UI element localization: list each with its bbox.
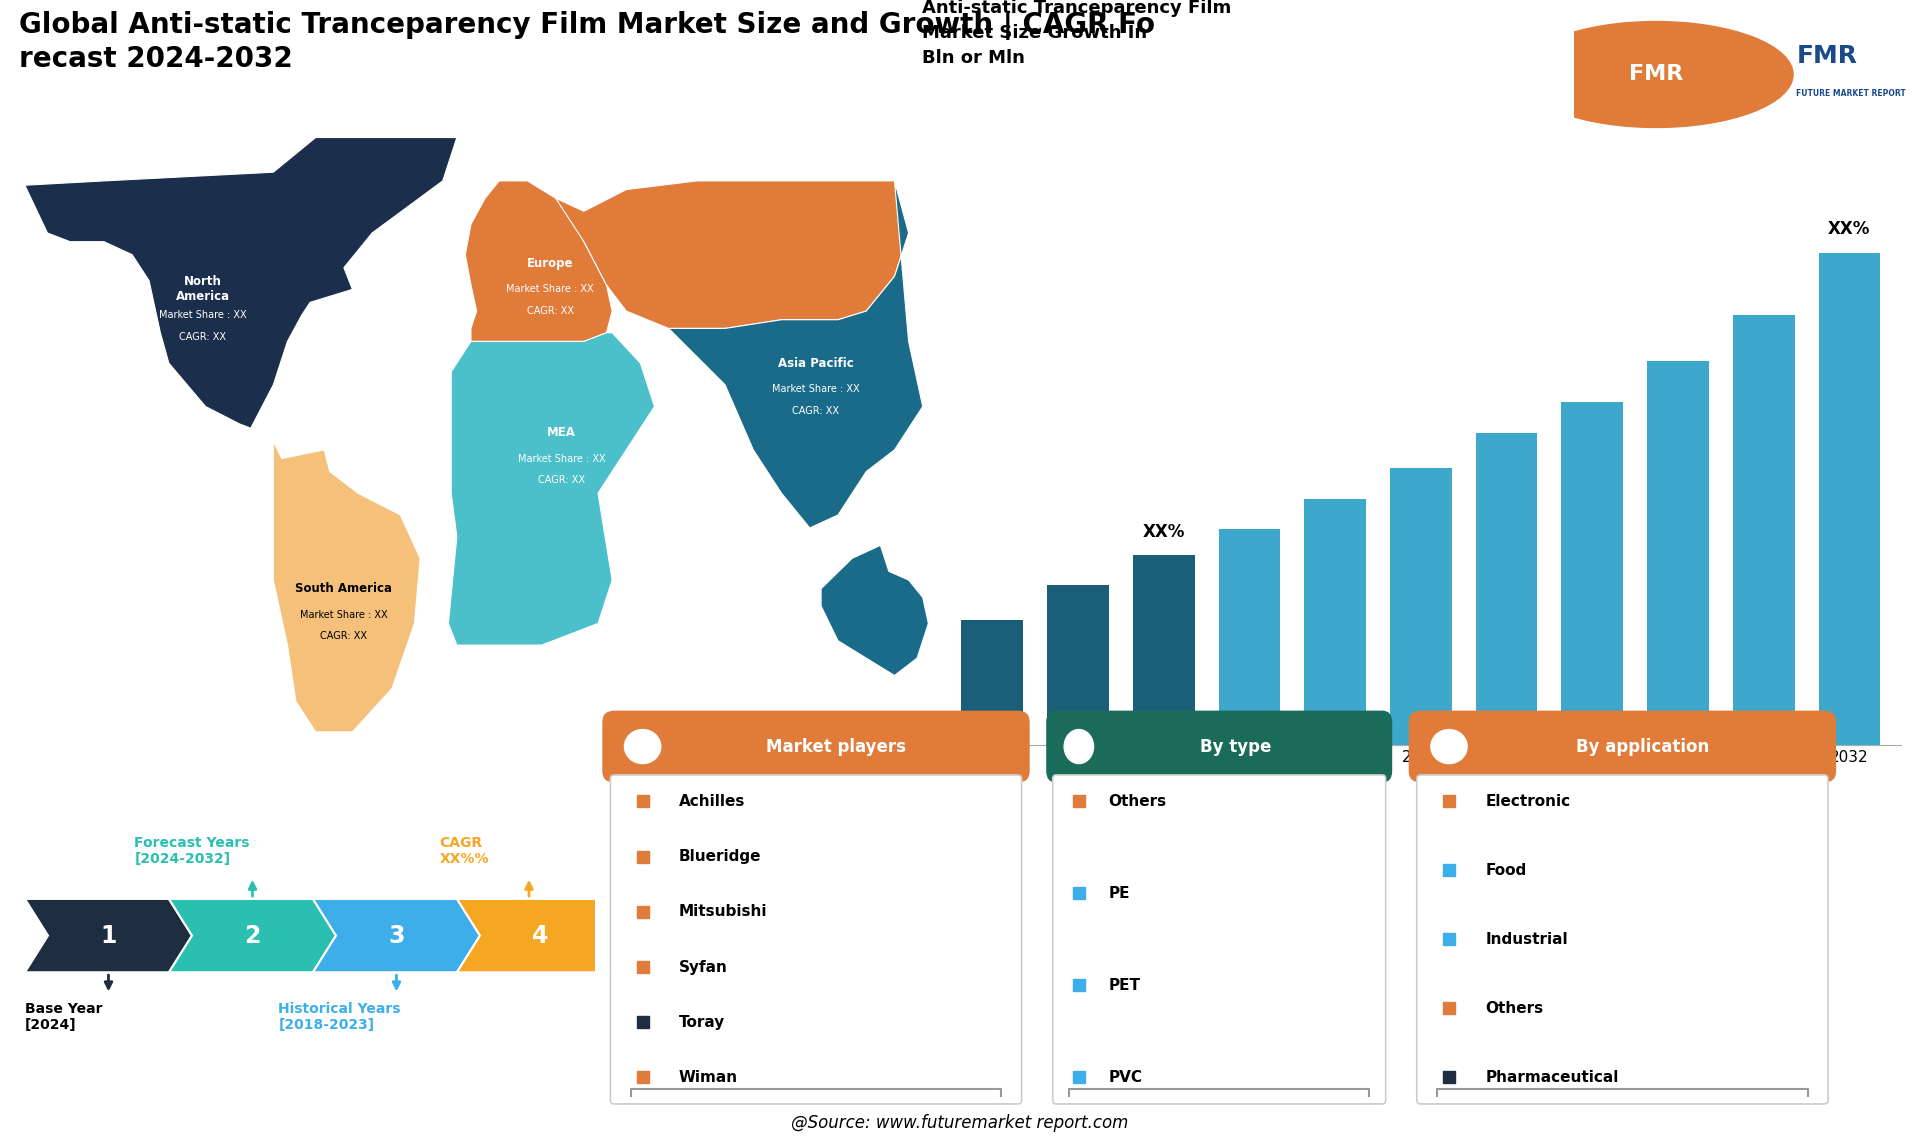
Text: CAGR: XX: CAGR: XX [179, 332, 227, 343]
Text: By type: By type [1200, 738, 1271, 755]
Text: MEA: MEA [547, 426, 576, 439]
Text: Market Share : XX: Market Share : XX [772, 384, 860, 394]
Circle shape [1519, 22, 1793, 127]
Bar [1304, 500, 1365, 745]
Text: 1: 1 [100, 924, 117, 948]
Polygon shape [457, 898, 601, 972]
Text: 2: 2 [244, 924, 261, 948]
Polygon shape [273, 441, 420, 732]
Text: 4: 4 [532, 924, 549, 948]
Text: Pharmaceutical: Pharmaceutical [1486, 1070, 1619, 1085]
Text: Others: Others [1108, 794, 1165, 809]
Text: Historical Years
[2018-2023]: Historical Years [2018-2023] [278, 1002, 401, 1031]
Text: Mitsubishi: Mitsubishi [680, 904, 768, 919]
Polygon shape [668, 181, 924, 528]
Circle shape [1430, 730, 1467, 763]
FancyBboxPatch shape [611, 775, 1021, 1104]
Text: CAGR
XX%%: CAGR XX%% [440, 835, 490, 866]
Text: XX%: XX% [1828, 220, 1870, 237]
Text: Wiman: Wiman [680, 1070, 737, 1085]
Text: Syfan: Syfan [680, 959, 728, 974]
Bar [1561, 402, 1622, 745]
Bar [1133, 556, 1194, 745]
Polygon shape [822, 545, 929, 675]
FancyBboxPatch shape [1046, 711, 1392, 783]
Bar [1476, 433, 1538, 745]
Text: CAGR: XX: CAGR: XX [526, 306, 574, 316]
Text: Electronic: Electronic [1486, 794, 1571, 809]
Text: Achilles: Achilles [680, 794, 745, 809]
FancyBboxPatch shape [1409, 711, 1836, 783]
Text: Others: Others [1486, 1000, 1544, 1017]
Bar [1390, 469, 1452, 745]
Text: Market Share : XX: Market Share : XX [507, 284, 593, 295]
Text: Industrial: Industrial [1486, 932, 1569, 947]
Text: 3: 3 [388, 924, 405, 948]
Bar [1046, 586, 1110, 745]
Text: Market Share : XX: Market Share : XX [518, 454, 605, 464]
Text: CAGR: XX: CAGR: XX [538, 476, 586, 485]
Text: South America: South America [296, 582, 392, 595]
Bar [1818, 252, 1880, 745]
Text: CAGR: XX: CAGR: XX [321, 631, 367, 642]
Polygon shape [465, 181, 612, 342]
Text: FUTURE MARKET REPORT: FUTURE MARKET REPORT [1797, 89, 1907, 97]
Text: PE: PE [1108, 886, 1129, 901]
FancyBboxPatch shape [1052, 775, 1386, 1104]
Text: Market players: Market players [766, 738, 906, 755]
Bar [1219, 529, 1281, 745]
Text: Base Year
[2024]: Base Year [2024] [25, 1002, 102, 1031]
Text: Market Share : XX: Market Share : XX [159, 311, 246, 321]
Text: FMR: FMR [1797, 44, 1857, 68]
Text: PVC: PVC [1108, 1070, 1142, 1085]
Text: XX%: XX% [1142, 523, 1185, 541]
Text: Forecast Years
[2024-2032]: Forecast Years [2024-2032] [134, 835, 250, 866]
Bar [962, 620, 1023, 745]
Text: CAGR: XX: CAGR: XX [791, 406, 839, 416]
Polygon shape [449, 332, 655, 645]
Circle shape [624, 730, 660, 763]
Polygon shape [169, 898, 336, 972]
Text: Europe: Europe [526, 257, 574, 269]
Text: Global Anti-static Tranceparency Film Market Size and Growth | CAGR Fo
recast 20: Global Anti-static Tranceparency Film Ma… [19, 11, 1156, 73]
Polygon shape [555, 181, 908, 329]
Bar [1734, 315, 1795, 745]
Text: North
America: North America [175, 275, 230, 304]
FancyBboxPatch shape [603, 711, 1029, 783]
Text: PET: PET [1108, 978, 1140, 992]
Polygon shape [25, 138, 457, 429]
Text: Blueridge: Blueridge [680, 849, 762, 864]
Bar [1647, 361, 1709, 745]
Text: FMR: FMR [1628, 64, 1684, 85]
Text: @Source: www.futuremarket report.com: @Source: www.futuremarket report.com [791, 1114, 1129, 1132]
Text: By application: By application [1576, 738, 1709, 755]
Polygon shape [313, 898, 480, 972]
Text: Anti-static Tranceparency Film
Market Size Growth In
Bln or Mln: Anti-static Tranceparency Film Market Si… [922, 0, 1231, 66]
Polygon shape [25, 898, 192, 972]
FancyBboxPatch shape [1417, 775, 1828, 1104]
Text: Toray: Toray [680, 1014, 726, 1030]
Text: Market Share : XX: Market Share : XX [300, 610, 388, 620]
Text: Asia Pacific: Asia Pacific [778, 356, 852, 370]
Circle shape [1064, 730, 1094, 763]
Text: Food: Food [1486, 863, 1526, 878]
